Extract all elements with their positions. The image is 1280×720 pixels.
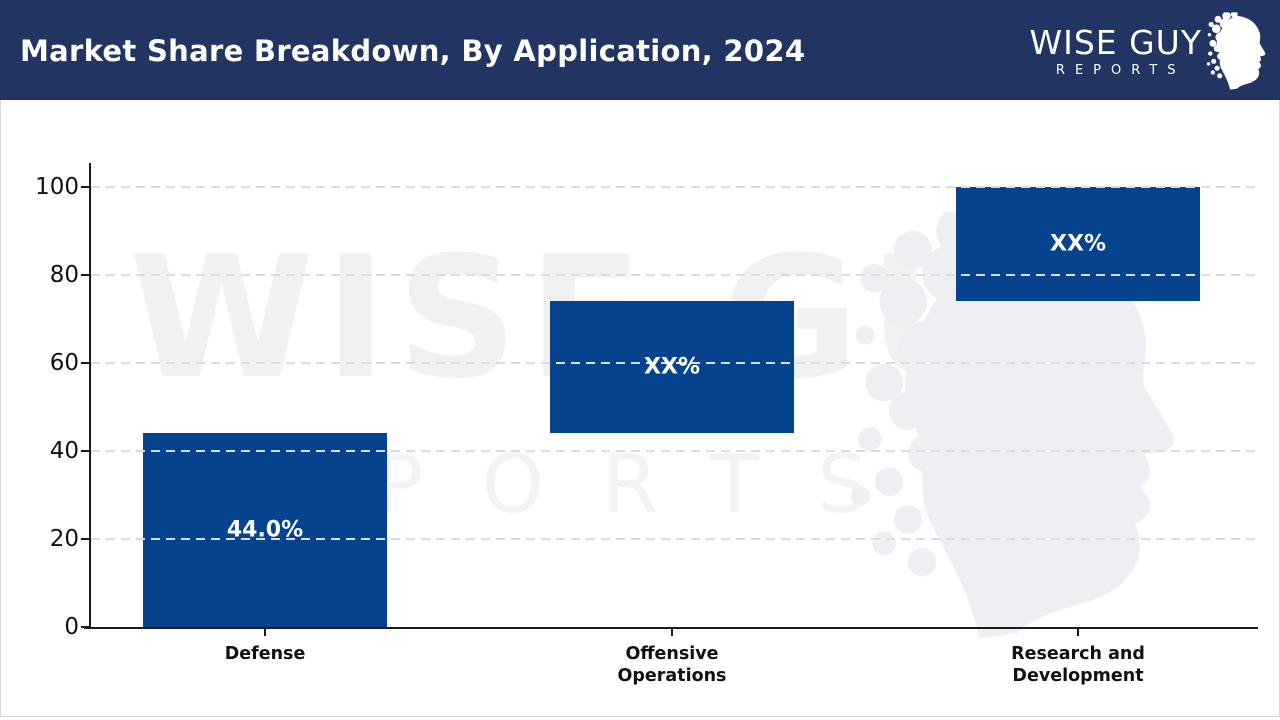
y-tick-label-0: 0 [64, 614, 79, 640]
bar-defense [143, 433, 387, 627]
gridline-40 [91, 450, 1255, 452]
gridline-20 [91, 538, 1255, 540]
y-tick-label-80: 80 [49, 262, 79, 288]
brand-wordmark: WISE GUY [1029, 22, 1202, 62]
brand-logo: WISE GUY REPORTS [1029, 8, 1266, 94]
gridline-60 [91, 362, 1255, 364]
y-tick-mark-80 [81, 274, 89, 276]
header-bar: Market Share Breakdown, By Application, … [0, 0, 1280, 100]
page-title: Market Share Breakdown, By Application, … [20, 34, 806, 68]
bar-research-and-development [956, 187, 1200, 302]
x-tick-label-1: Defense [224, 644, 306, 664]
bar-value-label-1: 44.0% [226, 517, 304, 543]
x-tick-label-3: Research and Development [1011, 644, 1145, 686]
x-tick-mark-3 [1077, 629, 1079, 636]
y-tick-label-20: 20 [49, 526, 79, 552]
bar-value-label-3: XX% [1050, 231, 1106, 257]
x-tick-label-2: Offensive Operations [617, 644, 727, 686]
y-tick-mark-60 [81, 362, 89, 364]
x-tick-mark-1 [264, 629, 266, 636]
gridline-80 [91, 274, 1255, 276]
y-tick-mark-40 [81, 450, 89, 452]
x-tick-mark-2 [671, 629, 673, 636]
gridline-100 [91, 186, 1255, 188]
y-axis-spine [89, 163, 91, 629]
x-axis-spine [84, 627, 1258, 629]
bar-value-label-2: XX% [644, 354, 700, 380]
y-tick-mark-20 [81, 538, 89, 540]
chart-area: WISE GUY REPORTS 02040608010044.0%XX%XX%… [0, 100, 1280, 717]
y-tick-label-60: 60 [49, 350, 79, 376]
wiseguy-head-icon [1206, 9, 1266, 93]
y-tick-label-100: 100 [35, 174, 79, 200]
y-tick-mark-100 [81, 186, 89, 188]
brand-logo-text: WISE GUY REPORTS [1029, 22, 1202, 78]
bar-offensive-operations [550, 301, 794, 434]
brand-subtext: REPORTS [1055, 62, 1186, 78]
y-tick-label-40: 40 [49, 438, 79, 464]
